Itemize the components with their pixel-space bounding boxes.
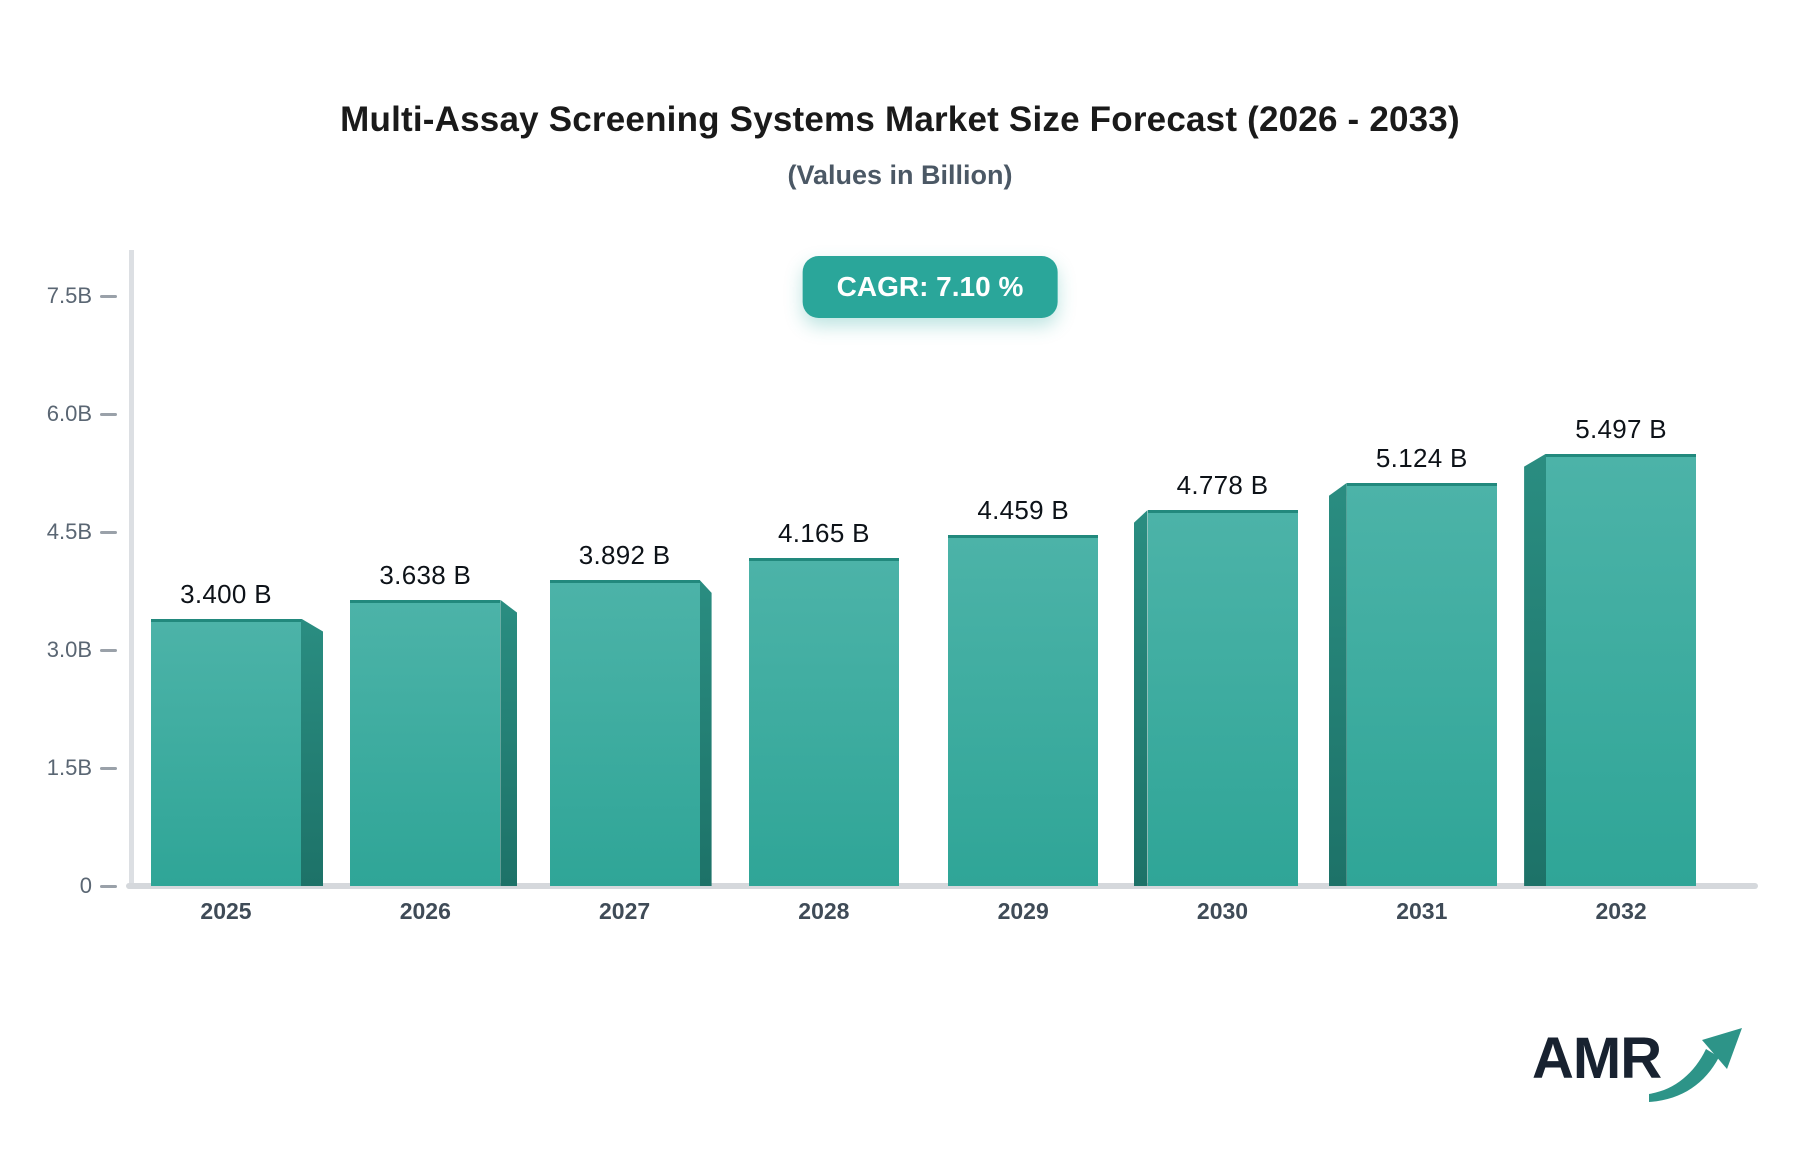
- bar-value-label: 4.459 B: [977, 495, 1070, 526]
- bar-2025: [151, 618, 301, 886]
- y-tick-label: 0: [79, 873, 92, 898]
- x-axis-label-2030: 2030: [1196, 898, 1249, 924]
- bar-2030: [1147, 510, 1298, 886]
- bar-3d-side: [1133, 510, 1148, 886]
- bar-value-label: 3.892 B: [578, 539, 671, 570]
- bar-2026: [350, 599, 501, 886]
- y-tick-label: 7.5B: [46, 283, 92, 308]
- y-tick-mark: [100, 530, 117, 534]
- bar-value-label: 4.778 B: [1176, 470, 1269, 501]
- bar-value-label: 5.124 B: [1375, 442, 1468, 473]
- y-tick-mark: [100, 412, 117, 416]
- amr-logo-text: AMR: [1532, 1026, 1662, 1091]
- amr-logo: AMR: [1532, 1028, 1747, 1108]
- x-axis-label-2029: 2029: [997, 898, 1049, 924]
- growth-arrow-icon: [1649, 1028, 1743, 1102]
- bar-value-label: 4.165 B: [778, 518, 870, 549]
- y-tick-mark: [100, 766, 117, 770]
- bar-2032: [1546, 453, 1697, 886]
- chart-title: Multi-Assay Screening Systems Market Siz…: [340, 100, 1460, 139]
- x-axis-label-2027: 2027: [599, 898, 651, 924]
- bar-3d-side: [699, 579, 712, 886]
- y-tick-mark: [100, 648, 117, 652]
- bar-2028: [748, 558, 899, 886]
- bar-2031: [1346, 482, 1497, 886]
- bar-3d-side: [301, 618, 323, 886]
- bar-value-label: 3.638 B: [379, 559, 472, 590]
- chart-subtitle: (Values in Billion): [787, 160, 1013, 190]
- y-axis-line: [129, 250, 134, 886]
- y-tick-mark: [100, 294, 117, 298]
- x-axis-label-2025: 2025: [200, 898, 252, 924]
- x-axis-label-2031: 2031: [1396, 898, 1448, 924]
- bar-value-label: 5.497 B: [1575, 413, 1667, 444]
- y-tick-label: 1.5B: [46, 755, 92, 780]
- x-axis-baseline: [126, 883, 1758, 889]
- x-axis-label-2032: 2032: [1595, 898, 1647, 924]
- y-tick-label: 6.0B: [46, 401, 92, 426]
- bar-2029: [948, 535, 1099, 886]
- bar-value-label: 3.400 B: [180, 578, 272, 609]
- bar-3d-side: [1328, 482, 1347, 886]
- y-tick-label: 4.5B: [46, 519, 92, 544]
- bar-2027: [549, 579, 700, 886]
- x-axis-label-2028: 2028: [798, 898, 850, 924]
- cagr-badge: CAGR: 7.10 %: [802, 256, 1058, 318]
- y-tick-mark: [100, 884, 117, 888]
- x-axis-label-2026: 2026: [399, 898, 451, 924]
- y-tick-label: 3.0B: [46, 637, 92, 662]
- bar-3d-side: [500, 599, 518, 886]
- bar-3d-side: [1524, 453, 1547, 886]
